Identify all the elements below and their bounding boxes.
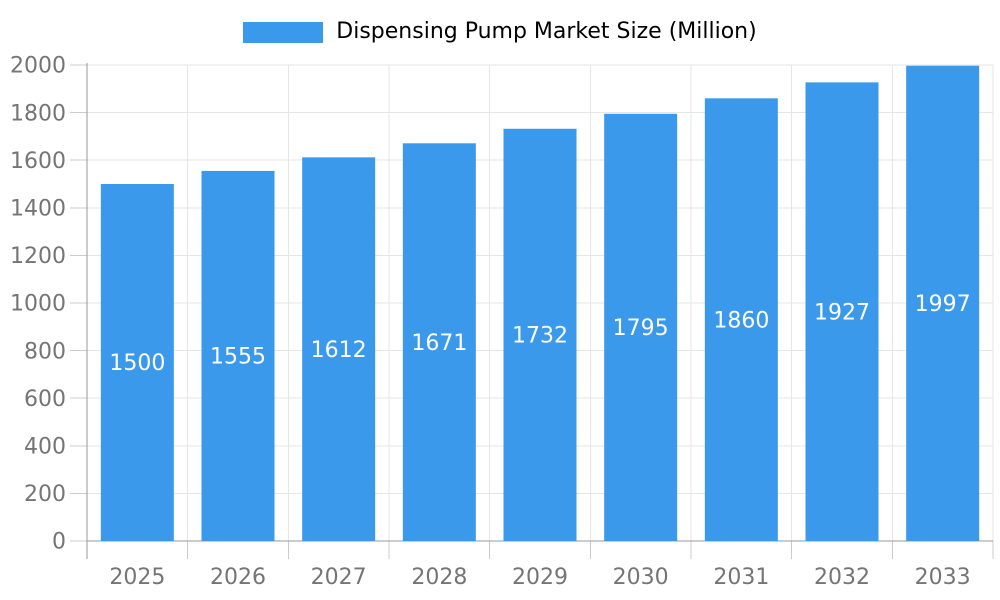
y-axis-tick-label: 1400 (10, 197, 66, 222)
x-axis-tick-label: 2028 (411, 565, 467, 590)
bar-2025 (100, 184, 174, 541)
bar-value-label: 1671 (411, 331, 467, 356)
y-axis-tick-label: 1000 (10, 292, 66, 317)
bar-2030 (604, 113, 678, 541)
y-axis-tick-label: 2000 (10, 54, 66, 79)
y-axis-tick-label: 800 (24, 339, 66, 364)
y-axis-tick-label: 1200 (10, 244, 66, 269)
bar-2026 (201, 170, 275, 541)
y-axis-tick-label: 1600 (10, 149, 66, 174)
bar-2027 (302, 157, 376, 541)
bar-value-label: 1795 (613, 316, 669, 341)
legend-swatch (243, 21, 324, 43)
bar-2031 (704, 98, 778, 541)
bar-value-label: 1732 (512, 324, 568, 349)
x-axis-tick-label: 2030 (613, 565, 669, 590)
bar-2032 (805, 82, 879, 542)
y-axis-tick-label: 1800 (10, 101, 66, 126)
bar-value-label: 1927 (814, 300, 870, 325)
x-axis-tick-label: 2033 (915, 565, 971, 590)
x-axis-tick-label: 2029 (512, 565, 568, 590)
y-axis-tick-label: 600 (24, 387, 66, 412)
y-axis-tick-label: 400 (24, 435, 66, 460)
x-axis-tick-label: 2026 (210, 565, 266, 590)
bar-2029 (503, 128, 577, 541)
bar-value-label: 1612 (311, 338, 367, 363)
bar-value-label: 1997 (915, 292, 971, 317)
bar-value-label: 1555 (210, 345, 266, 370)
bar-value-label: 1860 (713, 308, 769, 333)
x-axis-tick-label: 2032 (814, 565, 870, 590)
x-axis-tick-label: 2025 (109, 565, 165, 590)
x-axis-tick-label: 2027 (311, 565, 367, 590)
y-axis-tick-label: 200 (24, 482, 66, 507)
x-axis-tick-label: 2031 (713, 565, 769, 590)
legend-label: Dispensing Pump Market Size (Million) (336, 19, 757, 44)
y-axis-tick-label: 0 (52, 530, 66, 555)
chart-legend: Dispensing Pump Market Size (Million) (0, 20, 1000, 44)
bar-value-label: 1500 (109, 351, 165, 376)
bar-2033 (906, 65, 980, 542)
bar-2028 (402, 143, 476, 541)
